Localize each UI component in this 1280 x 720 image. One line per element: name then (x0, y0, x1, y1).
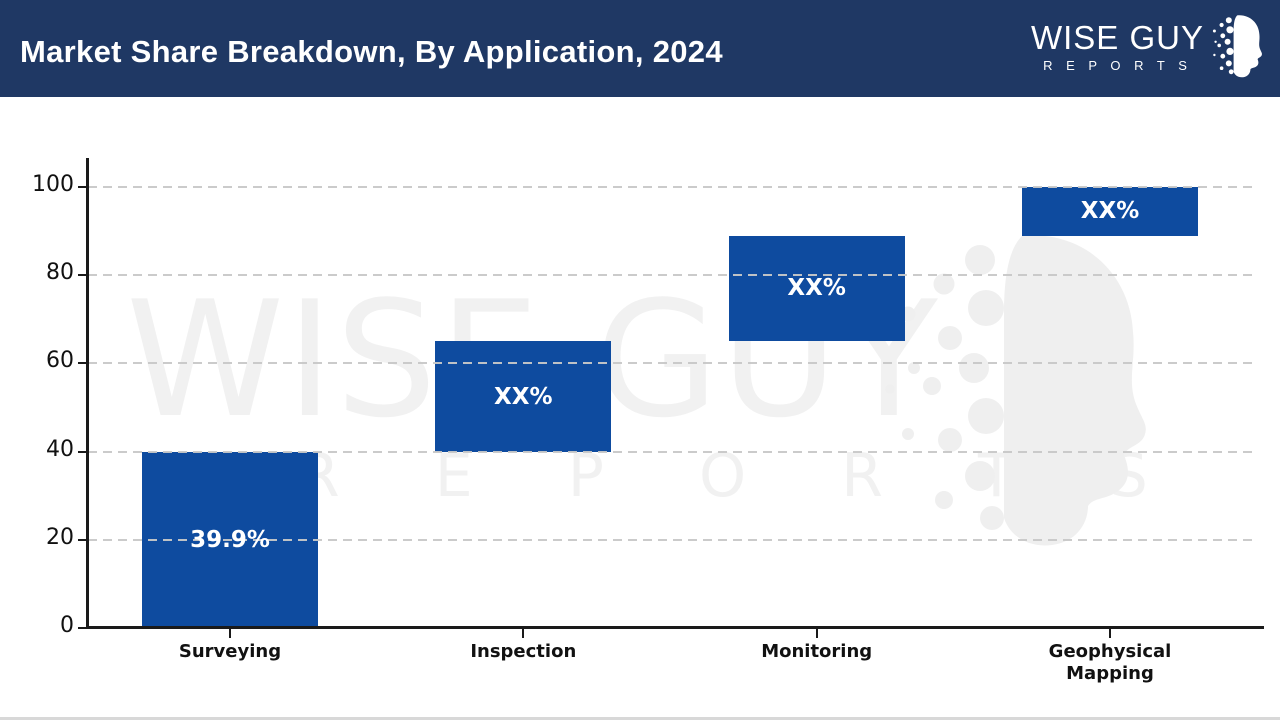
gridline-60 (88, 362, 1255, 365)
bar-monitoring (728, 235, 905, 342)
bar-geophysical-mapping (1022, 187, 1198, 236)
gridline-40 (88, 450, 1255, 453)
brand-subtitle: R E P O R T S (1043, 58, 1192, 73)
bar-value-label-inspection: XX% (494, 383, 553, 410)
gridline-100 (88, 186, 1255, 188)
brand-name: WISE GUY (1030, 19, 1204, 56)
y-tick-label-0: 0 (60, 613, 74, 638)
y-tick-label-20: 20 (46, 524, 74, 550)
gridline-20 (88, 538, 1255, 541)
bottom-divider (0, 717, 1280, 720)
x-axis-line (86, 626, 1264, 629)
category-label-geophysical-mapping: Geophysical Mapping (1048, 641, 1172, 684)
brand-logo-text: WISE GUY R E P O R T S (1031, 19, 1204, 73)
y-tick-20 (78, 538, 87, 541)
y-tick-60 (78, 362, 87, 365)
y-tick-label-40: 40 (46, 436, 74, 462)
y-tick-100 (78, 186, 87, 188)
bar-value-label-surveying: 39.9% (190, 527, 270, 554)
y-tick-label-100: 100 (32, 172, 74, 197)
y-tick-label-60: 60 (46, 348, 74, 374)
y-axis-line (86, 158, 89, 628)
category-label-inspection: Inspection (470, 641, 577, 662)
y-tick-40 (78, 450, 87, 453)
x-tick-surveying (229, 629, 231, 638)
y-tick-80 (78, 274, 87, 277)
x-tick-geophysical-mapping (1109, 629, 1111, 638)
bar-value-label-monitoring: XX% (787, 275, 846, 302)
brand-face-icon (1212, 15, 1262, 78)
bar-value-label-geophysical-mapping: XX% (1080, 198, 1140, 225)
bar-inspection (435, 341, 612, 453)
y-tick-label-80: 80 (46, 260, 74, 286)
watermark-face-icon (885, 235, 1146, 546)
category-label-monitoring: Monitoring (761, 641, 873, 662)
category-label-surveying: Surveying (178, 641, 282, 662)
page-title: Market Share Breakdown, By Application, … (20, 34, 723, 69)
brand-logo: WISE GUY R E P O R T S (1031, 8, 1266, 84)
gridline-80 (88, 274, 1255, 277)
x-tick-monitoring (815, 629, 818, 638)
y-tick-0 (78, 627, 87, 629)
header-bar: Market Share Breakdown, By Application, … (0, 0, 1280, 97)
x-tick-inspection (522, 629, 525, 638)
